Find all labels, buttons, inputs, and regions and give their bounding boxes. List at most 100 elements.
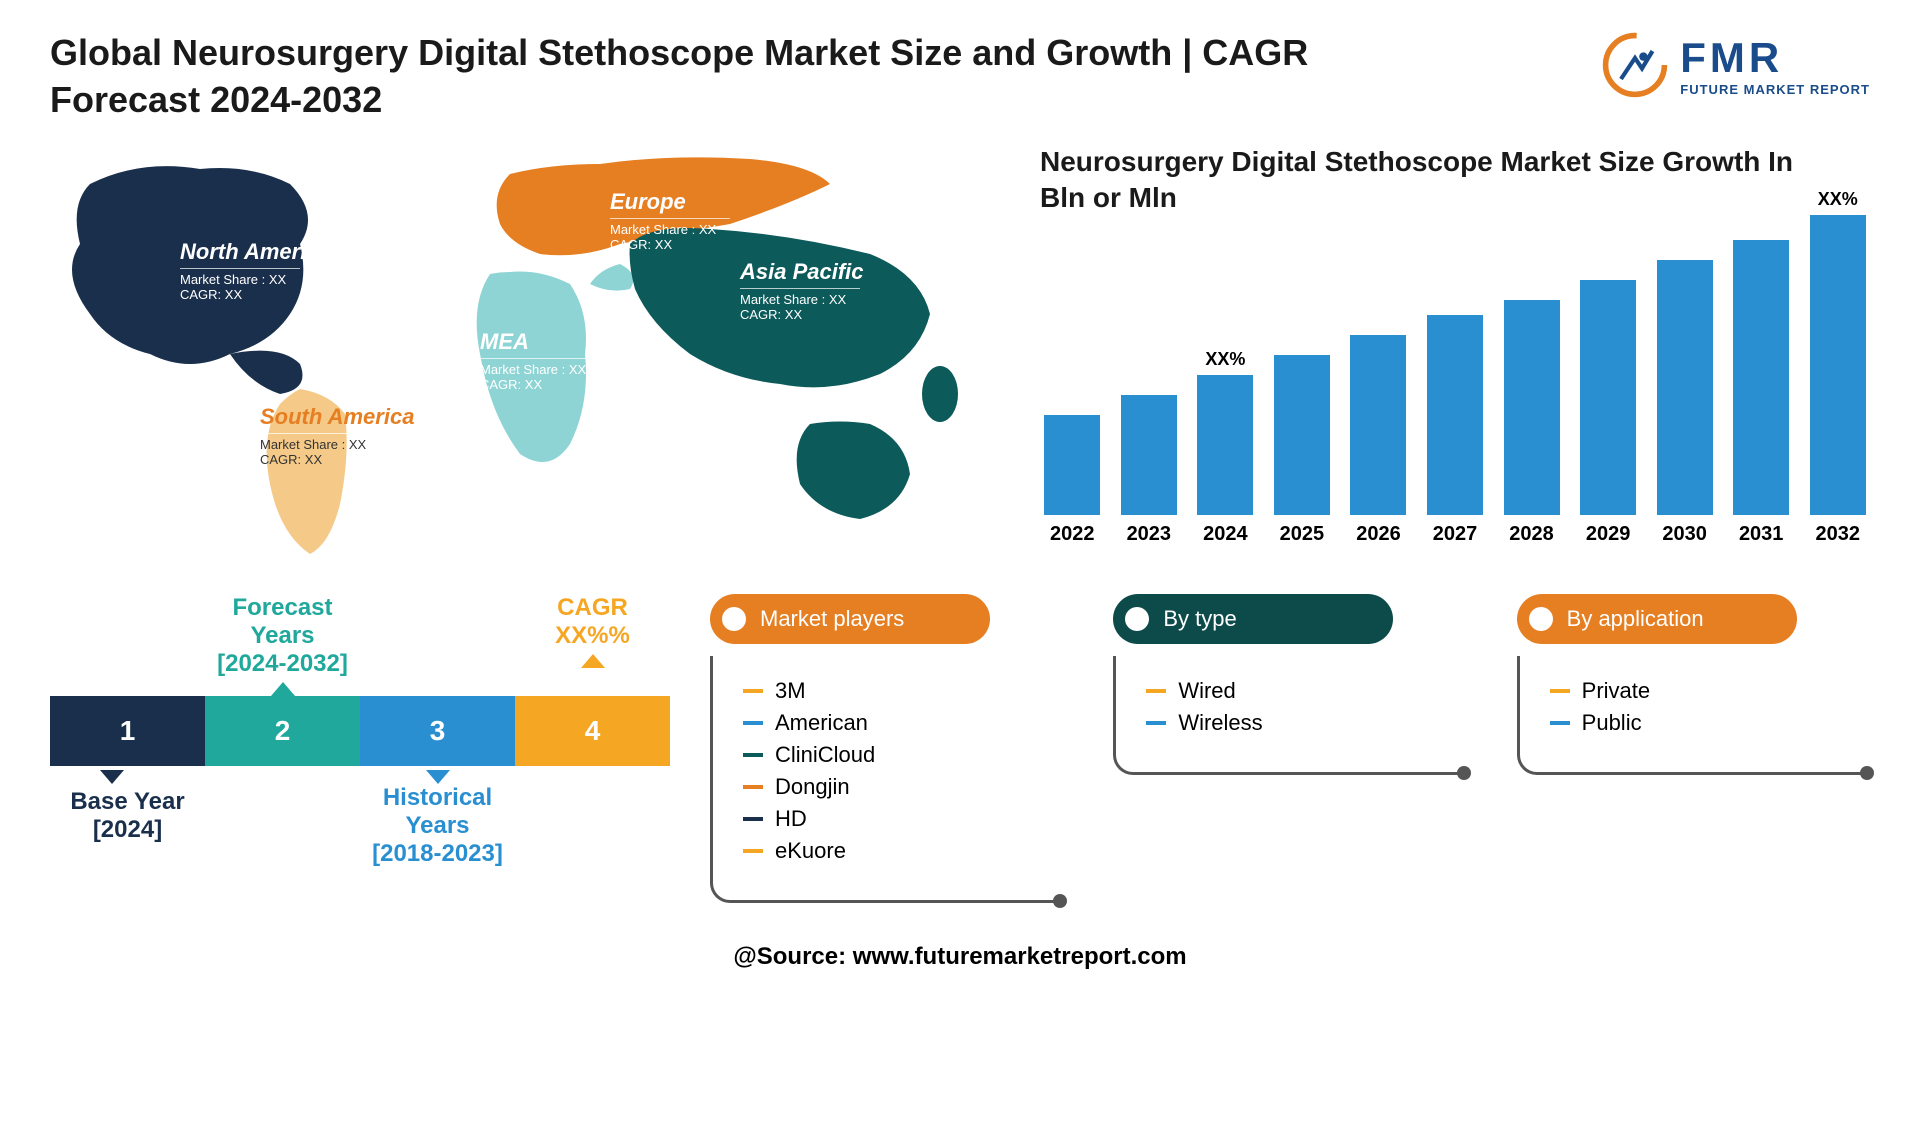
info-item-label: HD: [775, 806, 807, 832]
arrow-down-icon: [100, 770, 124, 784]
bar-year: 2028: [1509, 523, 1554, 546]
bar-year: 2022: [1050, 523, 1095, 546]
info-cards: Market players3MAmericanCliniCloudDongji…: [710, 594, 1870, 903]
info-item: Public: [1550, 710, 1850, 736]
bar-year: 2026: [1356, 523, 1401, 546]
info-item-label: 3M: [775, 678, 806, 704]
region-share: Market Share : XX: [260, 437, 414, 452]
region-label-na: North AmericaMarket Share : XXCAGR: XX: [180, 239, 331, 302]
bar-rect: [1274, 355, 1330, 515]
page-title: Global Neurosurgery Digital Stethoscope …: [50, 30, 1350, 124]
timeline-seg-2: 2: [205, 696, 360, 766]
info-item-label: Private: [1582, 678, 1650, 704]
bar-rect: [1733, 240, 1789, 515]
bar-year: 2032: [1815, 523, 1860, 546]
info-item: eKuore: [743, 838, 1043, 864]
bar-rect: [1197, 375, 1253, 515]
info-item: Wired: [1146, 678, 1446, 704]
bottom-row: Forecast Years [2024-2032] CAGR XX%% 1 2…: [50, 594, 1870, 903]
info-item-label: Public: [1582, 710, 1642, 736]
info-item: American: [743, 710, 1043, 736]
divider: [180, 268, 300, 269]
info-item-label: American: [775, 710, 868, 736]
legend-dash-icon: [1146, 689, 1166, 693]
region-label-ap: Asia PacificMarket Share : XXCAGR: XX: [740, 259, 864, 322]
base-year-value: [2024]: [50, 816, 205, 844]
info-item: Private: [1550, 678, 1850, 704]
logo-text: FMR FUTURE MARKET REPORT: [1680, 34, 1870, 97]
info-card: Market players3MAmericanCliniCloudDongji…: [710, 594, 1063, 903]
legend-dash-icon: [743, 721, 763, 725]
info-item: 3M: [743, 678, 1043, 704]
region-name: South America: [260, 404, 414, 430]
bar-rect: [1657, 260, 1713, 515]
bar-2030: 2030: [1652, 234, 1717, 546]
bar-year: 2031: [1739, 523, 1784, 546]
region-share: Market Share : XX: [180, 272, 331, 287]
bar-2027: 2027: [1423, 289, 1488, 546]
bar-2026: 2026: [1346, 309, 1411, 546]
bar-year: 2027: [1433, 523, 1478, 546]
region-share: Market Share : XX: [610, 222, 730, 237]
bar-year: 2024: [1203, 523, 1248, 546]
legend-dash-icon: [743, 689, 763, 693]
forecast-years-label: Forecast Years: [205, 594, 360, 650]
logo: FMR FUTURE MARKET REPORT: [1600, 30, 1870, 100]
bar-year: 2029: [1586, 523, 1631, 546]
bars-container: 2022 2023XX%20242025 2026 2027 2028 2029 2030 2…: [1040, 226, 1870, 546]
region-name: MEA: [480, 329, 600, 355]
legend-dash-icon: [1550, 721, 1570, 725]
timeline-bottom-labels: Base Year [2024] Historical Years [2018-…: [50, 766, 670, 868]
bar-2023: 2023: [1117, 369, 1182, 546]
timeline-seg-4: 4: [515, 696, 670, 766]
info-item-label: CliniCloud: [775, 742, 875, 768]
arrow-down-icon: [426, 770, 450, 784]
legend-dash-icon: [743, 753, 763, 757]
region-name: North America: [180, 239, 331, 265]
logo-main: FMR: [1680, 34, 1870, 82]
legend-dash-icon: [743, 817, 763, 821]
cagr-value: XX%%: [515, 622, 670, 650]
header: Global Neurosurgery Digital Stethoscope …: [50, 30, 1870, 124]
bar-label: XX%: [1818, 189, 1858, 211]
bar-rect: [1350, 335, 1406, 515]
divider: [610, 218, 730, 219]
info-item-label: eKuore: [775, 838, 846, 864]
mid-row: North AmericaMarket Share : XXCAGR: XXSo…: [50, 144, 1870, 564]
divider: [740, 288, 860, 289]
region-cagr: CAGR: XX: [480, 377, 600, 392]
bar-2024: XX%2024: [1193, 349, 1258, 546]
info-item-label: Dongjin: [775, 774, 850, 800]
divider: [260, 433, 380, 434]
info-item: Dongjin: [743, 774, 1043, 800]
card-body: 3M American CliniCloud Dongjin HD eKuore: [710, 656, 1063, 903]
bar-2028: 2028: [1499, 274, 1564, 546]
bar-2025: 2025: [1270, 329, 1335, 546]
bar-year: 2030: [1662, 523, 1707, 546]
bar-rect: [1427, 315, 1483, 515]
info-item: Wireless: [1146, 710, 1446, 736]
timeline-seg-3: 3: [360, 696, 515, 766]
timeline: Forecast Years [2024-2032] CAGR XX%% 1 2…: [50, 594, 670, 903]
bar-rect: [1044, 415, 1100, 515]
historical-years-label: Historical Years: [360, 784, 515, 840]
legend-dash-icon: [743, 849, 763, 853]
bar-rect: [1504, 300, 1560, 515]
arrow-up-icon: [271, 682, 295, 696]
card-body: Private Public: [1517, 656, 1870, 775]
info-item-label: Wireless: [1178, 710, 1262, 736]
bar-chart: Neurosurgery Digital Stethoscope Market …: [1040, 144, 1870, 564]
region-share: Market Share : XX: [740, 292, 864, 307]
bar-2032: XX% 2032: [1805, 189, 1870, 546]
bar-rect: [1580, 280, 1636, 515]
base-year-label: Base Year: [50, 788, 205, 816]
bar-2029: 2029: [1576, 254, 1641, 546]
logo-sub: FUTURE MARKET REPORT: [1680, 82, 1870, 97]
legend-dash-icon: [1550, 689, 1570, 693]
region-name: Asia Pacific: [740, 259, 864, 285]
timeline-top-labels: Forecast Years [2024-2032] CAGR XX%%: [50, 594, 670, 696]
forecast-years-value: [2024-2032]: [205, 650, 360, 678]
info-card: By typeWiredWireless: [1113, 594, 1466, 903]
region-share: Market Share : XX: [480, 362, 600, 377]
region-label-mea: MEA Market Share : XXCAGR: XX: [480, 329, 600, 392]
